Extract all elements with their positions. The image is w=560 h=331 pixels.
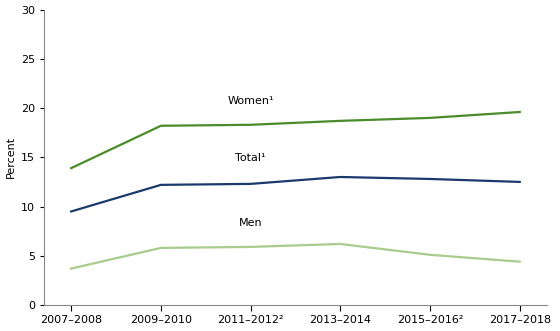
Text: Men: Men	[239, 218, 263, 228]
Text: Total¹: Total¹	[235, 153, 266, 163]
Text: Women¹: Women¹	[227, 96, 274, 106]
Y-axis label: Percent: Percent	[6, 136, 16, 178]
